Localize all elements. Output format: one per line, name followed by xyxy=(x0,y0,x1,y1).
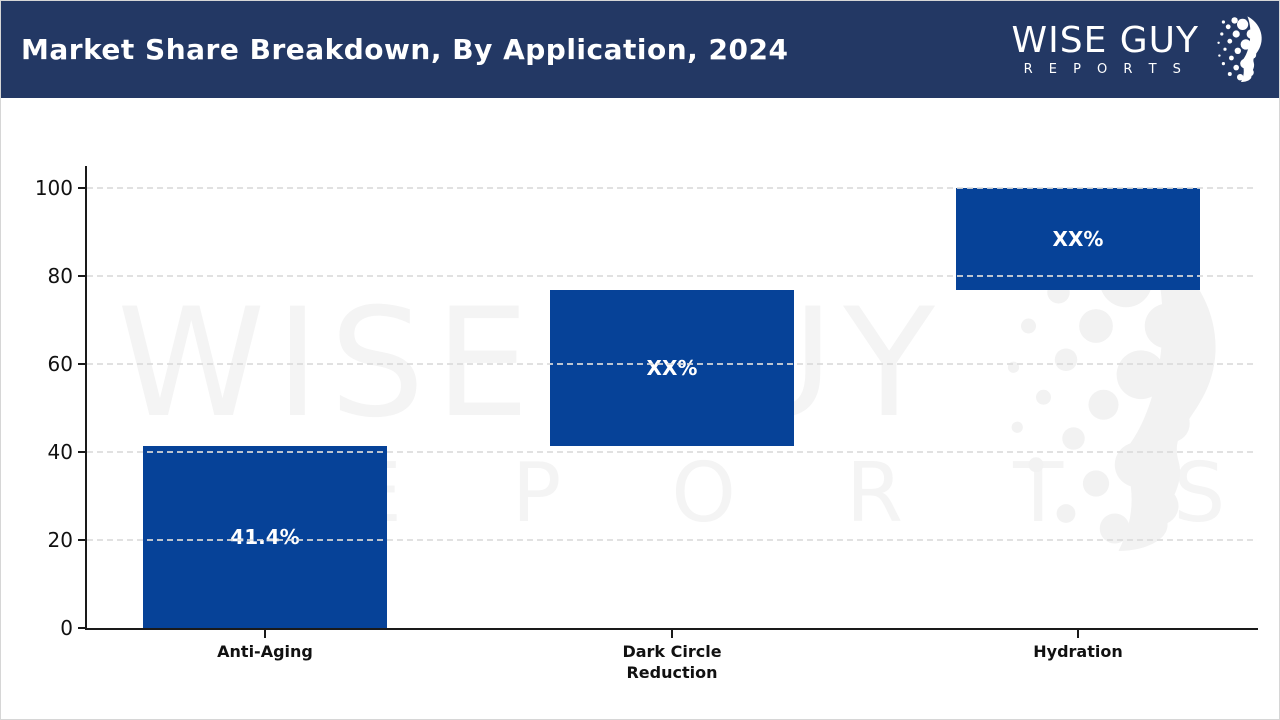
logo-face-icon xyxy=(1217,15,1262,82)
gridline xyxy=(87,451,1253,453)
x-axis-tick-mark xyxy=(671,630,673,638)
page-title: Market Share Breakdown, By Application, … xyxy=(21,33,789,66)
bar-value-label: 41.4% xyxy=(230,524,300,549)
y-axis-tick-mark xyxy=(78,539,85,541)
x-axis-category-label: Dark Circle Reduction xyxy=(622,642,722,682)
bar-value-label: XX% xyxy=(646,355,698,380)
y-axis-line xyxy=(85,166,87,629)
x-axis-tick-mark xyxy=(264,630,266,638)
gridline xyxy=(87,539,1253,541)
x-axis-line xyxy=(85,628,1258,630)
y-axis-tick-label: 60 xyxy=(47,352,73,376)
y-axis-tick-mark xyxy=(78,451,85,453)
x-axis-category-label: Hydration xyxy=(1033,642,1123,661)
y-axis-tick-label: 20 xyxy=(47,528,73,552)
gridline xyxy=(87,363,1253,365)
y-axis-tick-label: 100 xyxy=(34,176,73,200)
y-axis-tick-label: 80 xyxy=(47,264,73,288)
bar-segment: 41.4% xyxy=(143,445,387,628)
header-bar: Market Share Breakdown, By Application, … xyxy=(1,1,1279,98)
wiseguy-logo: WISE GUY R E P O R T S xyxy=(1012,9,1266,91)
bar-segment: XX% xyxy=(550,290,794,446)
x-axis-tick-mark xyxy=(1077,630,1079,638)
gridline xyxy=(87,187,1253,189)
logo-text: WISE GUY R E P O R T S xyxy=(1011,20,1200,77)
bar-value-label: XX% xyxy=(1052,227,1104,252)
gridline xyxy=(87,275,1253,277)
x-axis-category-label: Anti-Aging xyxy=(217,642,313,661)
logo-name-text: WISE GUY xyxy=(1011,20,1199,61)
y-axis-tick-mark xyxy=(78,627,85,629)
y-axis-tick-mark xyxy=(78,363,85,365)
y-axis-tick-label: 40 xyxy=(47,440,73,464)
y-axis-tick-mark xyxy=(78,275,85,277)
bar-segment: XX% xyxy=(956,188,1200,291)
logo-sub-text: R E P O R T S xyxy=(1023,62,1187,77)
y-axis-tick-label: 0 xyxy=(60,616,73,640)
y-axis-tick-mark xyxy=(78,187,85,189)
